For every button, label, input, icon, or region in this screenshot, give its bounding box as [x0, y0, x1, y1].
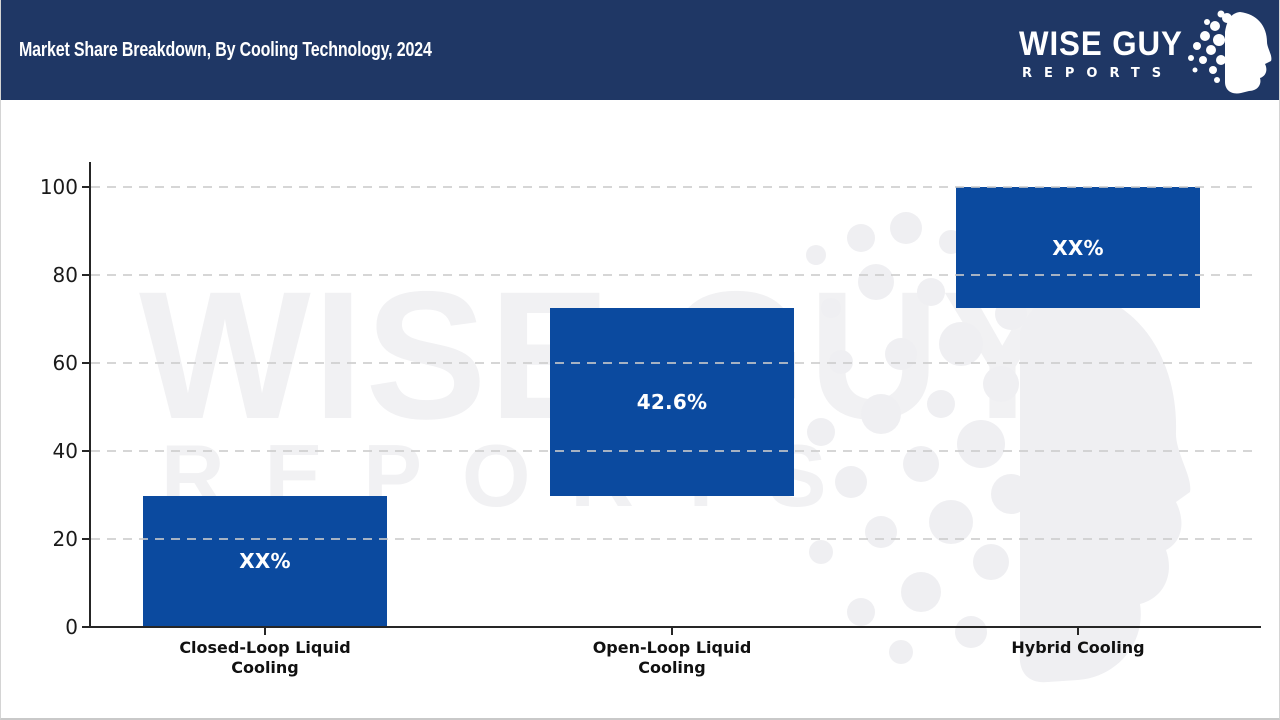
y-tick-label: 20 [52, 527, 78, 551]
y-tick-label: 60 [52, 351, 78, 375]
category-label: Hybrid Cooling [1011, 638, 1145, 657]
y-tick-label: 100 [39, 175, 78, 199]
x-tick-mark [264, 628, 266, 635]
y-tick-mark [82, 538, 89, 540]
watermark-head-icon [806, 212, 1191, 683]
y-tick-mark [82, 274, 89, 276]
brand-logo: WISE GUY REPORTS [1019, 8, 1275, 94]
gridline-40 [91, 450, 1259, 452]
brand-head-icon [1188, 10, 1272, 94]
y-tick-mark [82, 626, 89, 628]
x-axis-spine [89, 626, 1261, 628]
x-tick-mark [671, 628, 673, 635]
category-label: Open-Loop Liquid Cooling [592, 638, 752, 677]
gridline-20 [91, 538, 1259, 540]
category-label: Closed-Loop Liquid Cooling [179, 638, 351, 677]
bar-segment: XX% [956, 187, 1200, 309]
gridline-60 [91, 362, 1259, 364]
bar-value-label: XX% [239, 549, 291, 574]
chart-title: Market Share Breakdown, By Cooling Techn… [19, 38, 432, 61]
y-tick-label: 40 [52, 439, 78, 463]
y-tick-mark [82, 362, 89, 364]
brand-name: WISE GUY [1018, 25, 1183, 64]
gridline-100 [91, 186, 1259, 188]
y-tick-label: 80 [52, 263, 78, 287]
y-tick-label: 0 [65, 615, 78, 639]
gridline-80 [91, 274, 1259, 276]
brand-tagline: REPORTS [1021, 65, 1174, 81]
header-bar: Market Share Breakdown, By Cooling Techn… [1, 0, 1279, 100]
bar-value-label: XX% [1052, 235, 1104, 260]
x-tick-mark [1077, 628, 1079, 635]
y-tick-mark [82, 186, 89, 188]
bar-segment: 42.6% [550, 308, 794, 496]
y-tick-mark [82, 450, 89, 452]
bar-value-label: 42.6% [636, 390, 708, 415]
y-axis-spine [89, 162, 91, 628]
brand-text: WISE GUY REPORTS [1018, 25, 1197, 81]
bar-segment: XX% [143, 495, 387, 627]
